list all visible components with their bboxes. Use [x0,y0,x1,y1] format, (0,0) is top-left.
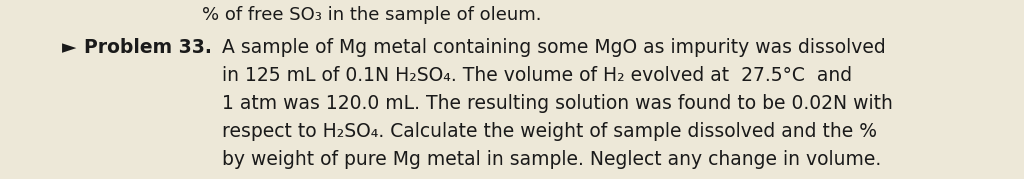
Text: by weight of pure Mg metal in sample. Neglect any change in volume.: by weight of pure Mg metal in sample. Ne… [222,150,882,169]
Text: respect to H₂SO₄. Calculate the weight of sample dissolved and the %: respect to H₂SO₄. Calculate the weight o… [222,122,877,141]
Text: Problem 33.: Problem 33. [84,38,212,57]
Text: ►: ► [62,38,77,57]
Text: A sample of Mg metal containing some MgO as impurity was dissolved: A sample of Mg metal containing some MgO… [222,38,886,57]
Text: % of free SO₃ in the sample of oleum.: % of free SO₃ in the sample of oleum. [202,6,542,24]
Text: 1 atm was 120.0 mL. The resulting solution was found to be 0.02N with: 1 atm was 120.0 mL. The resulting soluti… [222,94,893,113]
Text: in 125 mL of 0.1N H₂SO₄. The volume of H₂ evolved at  27.5°C  and: in 125 mL of 0.1N H₂SO₄. The volume of H… [222,66,852,85]
